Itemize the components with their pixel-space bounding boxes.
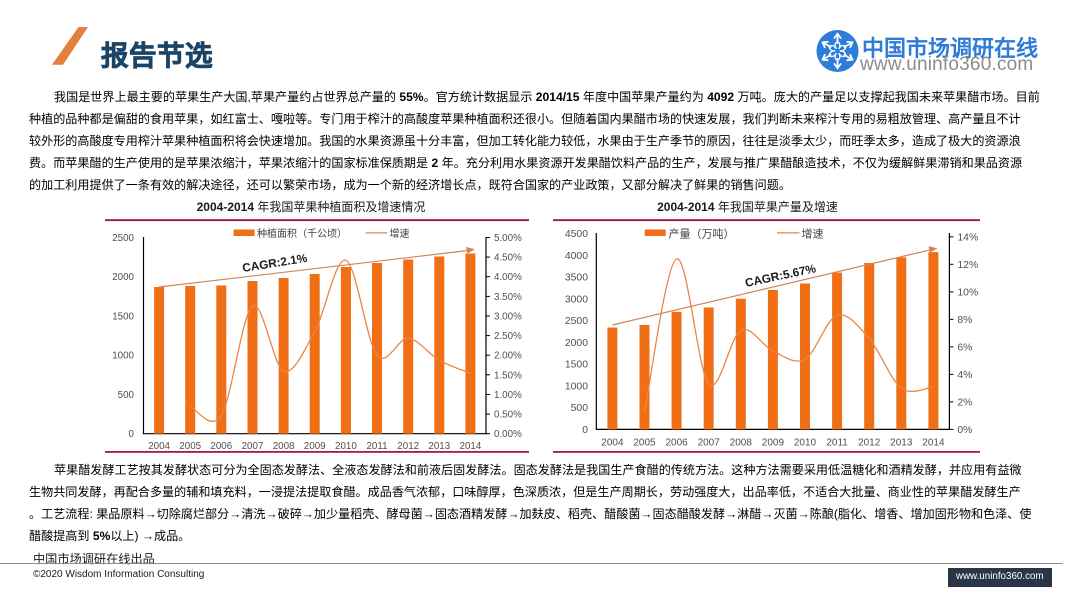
svg-text:2012: 2012 — [858, 437, 881, 448]
svg-text:0.50%: 0.50% — [494, 410, 522, 421]
svg-text:4.50%: 4.50% — [494, 253, 522, 264]
svg-text:2014: 2014 — [460, 441, 482, 452]
svg-text:2010: 2010 — [335, 441, 357, 452]
svg-text:500: 500 — [571, 403, 589, 414]
svg-text:2000: 2000 — [112, 272, 134, 283]
svg-text:2008: 2008 — [730, 437, 753, 448]
svg-text:2011: 2011 — [366, 441, 387, 452]
svg-text:4%: 4% — [957, 370, 972, 381]
svg-text:12%: 12% — [957, 260, 978, 271]
svg-text:6%: 6% — [957, 342, 972, 353]
svg-text:4500: 4500 — [565, 229, 588, 240]
svg-text:2500: 2500 — [565, 316, 588, 327]
svg-text:2004: 2004 — [601, 437, 624, 448]
svg-text:2006: 2006 — [210, 441, 232, 452]
svg-text:增速: 增速 — [802, 227, 824, 241]
svg-text:2005: 2005 — [633, 437, 656, 448]
svg-text:0: 0 — [582, 425, 588, 436]
svg-text:2004: 2004 — [148, 441, 170, 452]
svg-text:增速: 增速 — [390, 227, 410, 240]
svg-text:10%: 10% — [957, 287, 978, 298]
svg-text:2013: 2013 — [890, 437, 913, 448]
svg-text:1500: 1500 — [565, 360, 588, 371]
svg-text:0: 0 — [129, 429, 135, 440]
svg-text:4.00%: 4.00% — [494, 272, 522, 283]
svg-text:产量（万吨）: 产量（万吨） — [669, 227, 735, 241]
svg-text:2005: 2005 — [179, 441, 201, 452]
svg-text:1000: 1000 — [112, 351, 134, 362]
svg-text:1500: 1500 — [112, 312, 134, 323]
svg-text:3500: 3500 — [565, 273, 588, 284]
svg-text:2500: 2500 — [112, 233, 134, 244]
svg-text:0%: 0% — [957, 425, 972, 436]
svg-text:CAGR:2.1%: CAGR:2.1% — [241, 251, 308, 275]
svg-text:2007: 2007 — [242, 441, 264, 452]
svg-text:2009: 2009 — [304, 441, 326, 452]
svg-text:1000: 1000 — [565, 381, 588, 392]
svg-text:2.00%: 2.00% — [494, 351, 522, 362]
svg-text:2000: 2000 — [565, 338, 588, 349]
svg-text:2006: 2006 — [665, 437, 688, 448]
svg-text:14%: 14% — [957, 232, 978, 243]
svg-text:2009: 2009 — [762, 437, 785, 448]
svg-text:1.50%: 1.50% — [494, 370, 522, 381]
svg-text:8%: 8% — [957, 315, 972, 326]
svg-text:4000: 4000 — [565, 251, 588, 262]
svg-text:5.00%: 5.00% — [494, 233, 522, 244]
svg-text:1.00%: 1.00% — [494, 390, 522, 401]
svg-text:种植面积（千公顷）: 种植面积（千公顷） — [257, 227, 347, 240]
svg-text:3.00%: 3.00% — [494, 312, 522, 323]
svg-text:2014: 2014 — [922, 437, 945, 448]
svg-text:2012: 2012 — [397, 441, 419, 452]
svg-text:0.00%: 0.00% — [494, 429, 522, 440]
svg-text:2.50%: 2.50% — [494, 331, 522, 342]
svg-text:2010: 2010 — [794, 437, 817, 448]
svg-text:3.50%: 3.50% — [494, 292, 522, 303]
svg-text:2013: 2013 — [428, 441, 450, 452]
svg-text:2%: 2% — [957, 397, 972, 408]
svg-text:500: 500 — [118, 390, 135, 401]
svg-text:2011: 2011 — [826, 437, 848, 448]
svg-text:3000: 3000 — [565, 294, 588, 305]
svg-text:2007: 2007 — [698, 437, 721, 448]
svg-text:2008: 2008 — [273, 441, 295, 452]
